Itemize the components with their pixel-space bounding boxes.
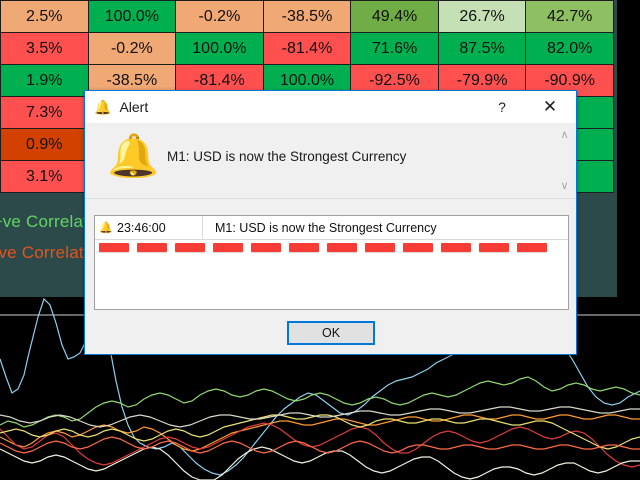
dash-segment — [479, 242, 509, 252]
matrix-cell: 42.7% — [525, 0, 614, 33]
dash-segment — [137, 242, 167, 252]
dash-segment — [441, 242, 471, 252]
scroll-up-icon[interactable]: ∧ — [560, 129, 569, 141]
matrix-cell: 3.5% — [0, 32, 89, 65]
scroll-down-icon[interactable]: ∨ — [560, 180, 569, 192]
dash-segment — [213, 242, 243, 252]
table-row: 3.5% -0.2% 100.0% -81.4% 71.6% 87.5% 82.0% — [0, 32, 614, 65]
alert-time: 23:46:00 — [117, 220, 166, 235]
alert-message-strip: 🔔 M1: USD is now the Strongest Currency … — [85, 123, 576, 199]
help-button[interactable]: ? — [482, 91, 522, 123]
message-scrollbar[interactable]: ∧ ∨ — [556, 128, 573, 194]
alert-dialog: 🔔 Alert ? ✕ 🔔 M1: USD is now the Stronge… — [84, 90, 577, 355]
list-item[interactable]: 🔔 23:46:00 M1: USD is now the Strongest … — [95, 216, 568, 240]
dash-segment — [365, 242, 395, 252]
matrix-cell: 2.5% — [0, 0, 89, 33]
dash-segment — [289, 242, 319, 252]
alert-dash-strip — [96, 240, 568, 254]
matrix-cell: 49.4% — [350, 0, 439, 33]
matrix-cell: 71.6% — [350, 32, 439, 65]
matrix-cell: -90.9% — [525, 64, 614, 97]
matrix-cell: 1.9% — [0, 64, 89, 97]
dash-segment — [327, 242, 357, 252]
matrix-cell: -0.2% — [175, 0, 264, 33]
column-divider — [202, 216, 203, 239]
alert-row-message: M1: USD is now the Strongest Currency — [215, 220, 437, 235]
alert-list[interactable]: 🔔 23:46:00 M1: USD is now the Strongest … — [94, 215, 569, 310]
close-icon[interactable]: ✕ — [530, 91, 570, 123]
matrix-cell: 7.3% — [0, 96, 89, 129]
matrix-cell: 100.0% — [175, 32, 264, 65]
bell-icon-large: 🔔 — [107, 132, 160, 179]
matrix-cell: 3.1% — [0, 160, 89, 193]
alert-message-text: M1: USD is now the Strongest Currency — [167, 149, 407, 164]
table-row: 2.5% 100.0% -0.2% -38.5% 49.4% 26.7% 42.7% — [0, 0, 614, 33]
matrix-cell: -0.2% — [87, 32, 177, 65]
matrix-cell: -38.5% — [262, 0, 352, 33]
dialog-titlebar: 🔔 Alert ? ✕ — [85, 91, 576, 123]
matrix-cell: 82.0% — [525, 32, 614, 65]
dash-segment — [175, 242, 205, 252]
dash-segment — [403, 242, 433, 252]
ok-button[interactable]: OK — [287, 321, 375, 345]
dash-segment — [517, 242, 547, 252]
bell-icon-small: 🔔 — [99, 222, 113, 234]
bell-icon: 🔔 — [94, 99, 112, 115]
matrix-cell: 0.9% — [0, 128, 89, 161]
matrix-cell: 100.0% — [87, 0, 177, 33]
dash-segment — [99, 242, 129, 252]
dash-segment — [251, 242, 281, 252]
matrix-cell: 26.7% — [437, 0, 527, 33]
dialog-title: Alert — [119, 99, 149, 115]
matrix-cell: -81.4% — [262, 32, 352, 65]
matrix-cell: 87.5% — [437, 32, 527, 65]
